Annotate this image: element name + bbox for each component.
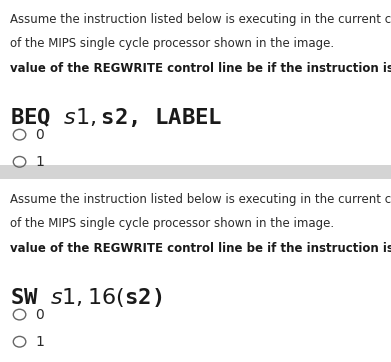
Text: of the MIPS single cycle processor shown in the image.: of the MIPS single cycle processor shown… — [10, 37, 338, 50]
Text: value of the REGWRITE control line be if the instruction is:: value of the REGWRITE control line be if… — [10, 242, 391, 255]
Text: SW $s1, 16 ($s2): SW $s1, 16 ($s2) — [10, 286, 162, 310]
Text: 1: 1 — [35, 335, 44, 349]
Text: Assume the instruction listed below is executing in the current clock cycle: Assume the instruction listed below is e… — [10, 13, 391, 26]
Text: of the MIPS single cycle processor shown in the image.: of the MIPS single cycle processor shown… — [10, 217, 338, 230]
Text: 0: 0 — [35, 308, 44, 321]
Text: value of the REGWRITE control line be if the instruction is:: value of the REGWRITE control line be if… — [10, 62, 391, 75]
Bar — [0, 165, 391, 179]
Text: 0: 0 — [35, 128, 44, 142]
Text: BEQ $s1, $s2, LABEL: BEQ $s1, $s2, LABEL — [10, 106, 222, 130]
Text: Assume the instruction listed below is executing in the current clock cycle: Assume the instruction listed below is e… — [10, 193, 391, 206]
Text: 1: 1 — [35, 155, 44, 169]
